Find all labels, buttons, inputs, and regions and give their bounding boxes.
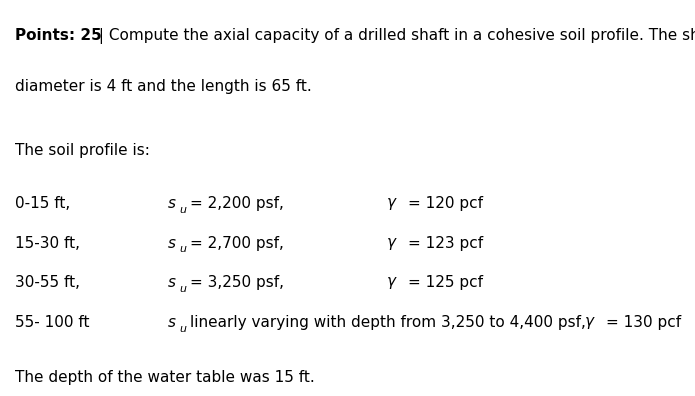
Text: $s$: $s$ — [167, 196, 177, 211]
Text: = 3,250 psf,: = 3,250 psf, — [190, 275, 284, 290]
Text: $u$: $u$ — [179, 324, 188, 333]
Text: $u$: $u$ — [179, 284, 188, 294]
Text: $u$: $u$ — [179, 205, 188, 215]
Text: 0-15 ft,: 0-15 ft, — [15, 196, 70, 211]
Text: The soil profile is:: The soil profile is: — [15, 143, 150, 158]
Text: 15-30 ft,: 15-30 ft, — [15, 236, 81, 251]
Text: = 125 pcf: = 125 pcf — [408, 275, 483, 290]
Text: = 130 pcf: = 130 pcf — [606, 315, 681, 330]
Text: $s$: $s$ — [167, 275, 177, 290]
Text: $\gamma$: $\gamma$ — [386, 275, 398, 291]
Text: 30-55 ft,: 30-55 ft, — [15, 275, 81, 290]
Text: linearly varying with depth from 3,250 to 4,400 psf,: linearly varying with depth from 3,250 t… — [190, 315, 587, 330]
Text: $s$: $s$ — [167, 236, 177, 251]
Text: $\gamma$: $\gamma$ — [584, 315, 596, 331]
Text: $s$: $s$ — [167, 315, 177, 330]
Text: diameter is 4 ft and the length is 65 ft.: diameter is 4 ft and the length is 65 ft… — [15, 79, 312, 94]
Text: 55- 100 ft: 55- 100 ft — [15, 315, 90, 330]
Text: | Compute the axial capacity of a drilled shaft in a cohesive soil profile. The : | Compute the axial capacity of a drille… — [94, 28, 695, 44]
Text: = 2,700 psf,: = 2,700 psf, — [190, 236, 284, 251]
Text: Points: 25: Points: 25 — [15, 28, 102, 43]
Text: = 2,200 psf,: = 2,200 psf, — [190, 196, 284, 211]
Text: = 123 pcf: = 123 pcf — [408, 236, 483, 251]
Text: The depth of the water table was 15 ft.: The depth of the water table was 15 ft. — [15, 370, 315, 385]
Text: $\gamma$: $\gamma$ — [386, 196, 398, 212]
Text: = 120 pcf: = 120 pcf — [408, 196, 483, 211]
Text: $u$: $u$ — [179, 244, 188, 254]
Text: $\gamma$: $\gamma$ — [386, 236, 398, 251]
